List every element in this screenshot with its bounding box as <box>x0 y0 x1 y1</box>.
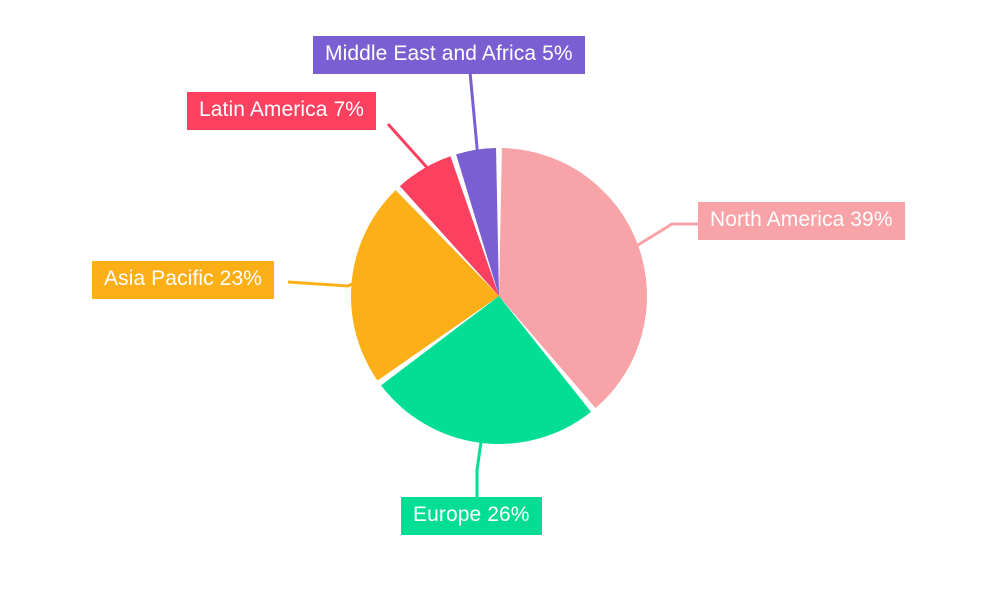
leader-line <box>635 222 706 248</box>
slice-label-north-america[interactable]: North America 39% <box>698 202 905 240</box>
slice-label-europe-text: Europe 26% <box>413 503 530 526</box>
slice-label-middle-east-and-africa[interactable]: Middle East and Africa 5% <box>313 36 585 74</box>
pie-slice[interactable] <box>399 156 499 296</box>
slice-label-asia-pacific-text: Asia Pacific 23% <box>104 267 263 290</box>
leader-line <box>468 71 480 159</box>
pie-slices-group <box>350 148 648 445</box>
pie-slice[interactable] <box>350 190 499 381</box>
pie-slice[interactable] <box>381 296 592 445</box>
slice-label-middle-east-and-africa-text: Middle East and Africa 5% <box>325 42 573 65</box>
leader-line <box>287 280 355 288</box>
slice-label-latin-america-text: Latin America 7% <box>199 98 365 121</box>
pie-slice[interactable] <box>499 148 648 409</box>
slice-label-europe[interactable]: Europe 26% <box>401 497 542 535</box>
slice-label-north-america-text: North America 39% <box>710 208 893 231</box>
pie-slice[interactable] <box>456 148 499 296</box>
leader-line <box>475 440 483 500</box>
slice-label-asia-pacific[interactable]: Asia Pacific 23% <box>92 261 275 299</box>
slice-label-latin-america[interactable]: Latin America 7% <box>187 92 377 130</box>
leader-line <box>386 122 435 175</box>
